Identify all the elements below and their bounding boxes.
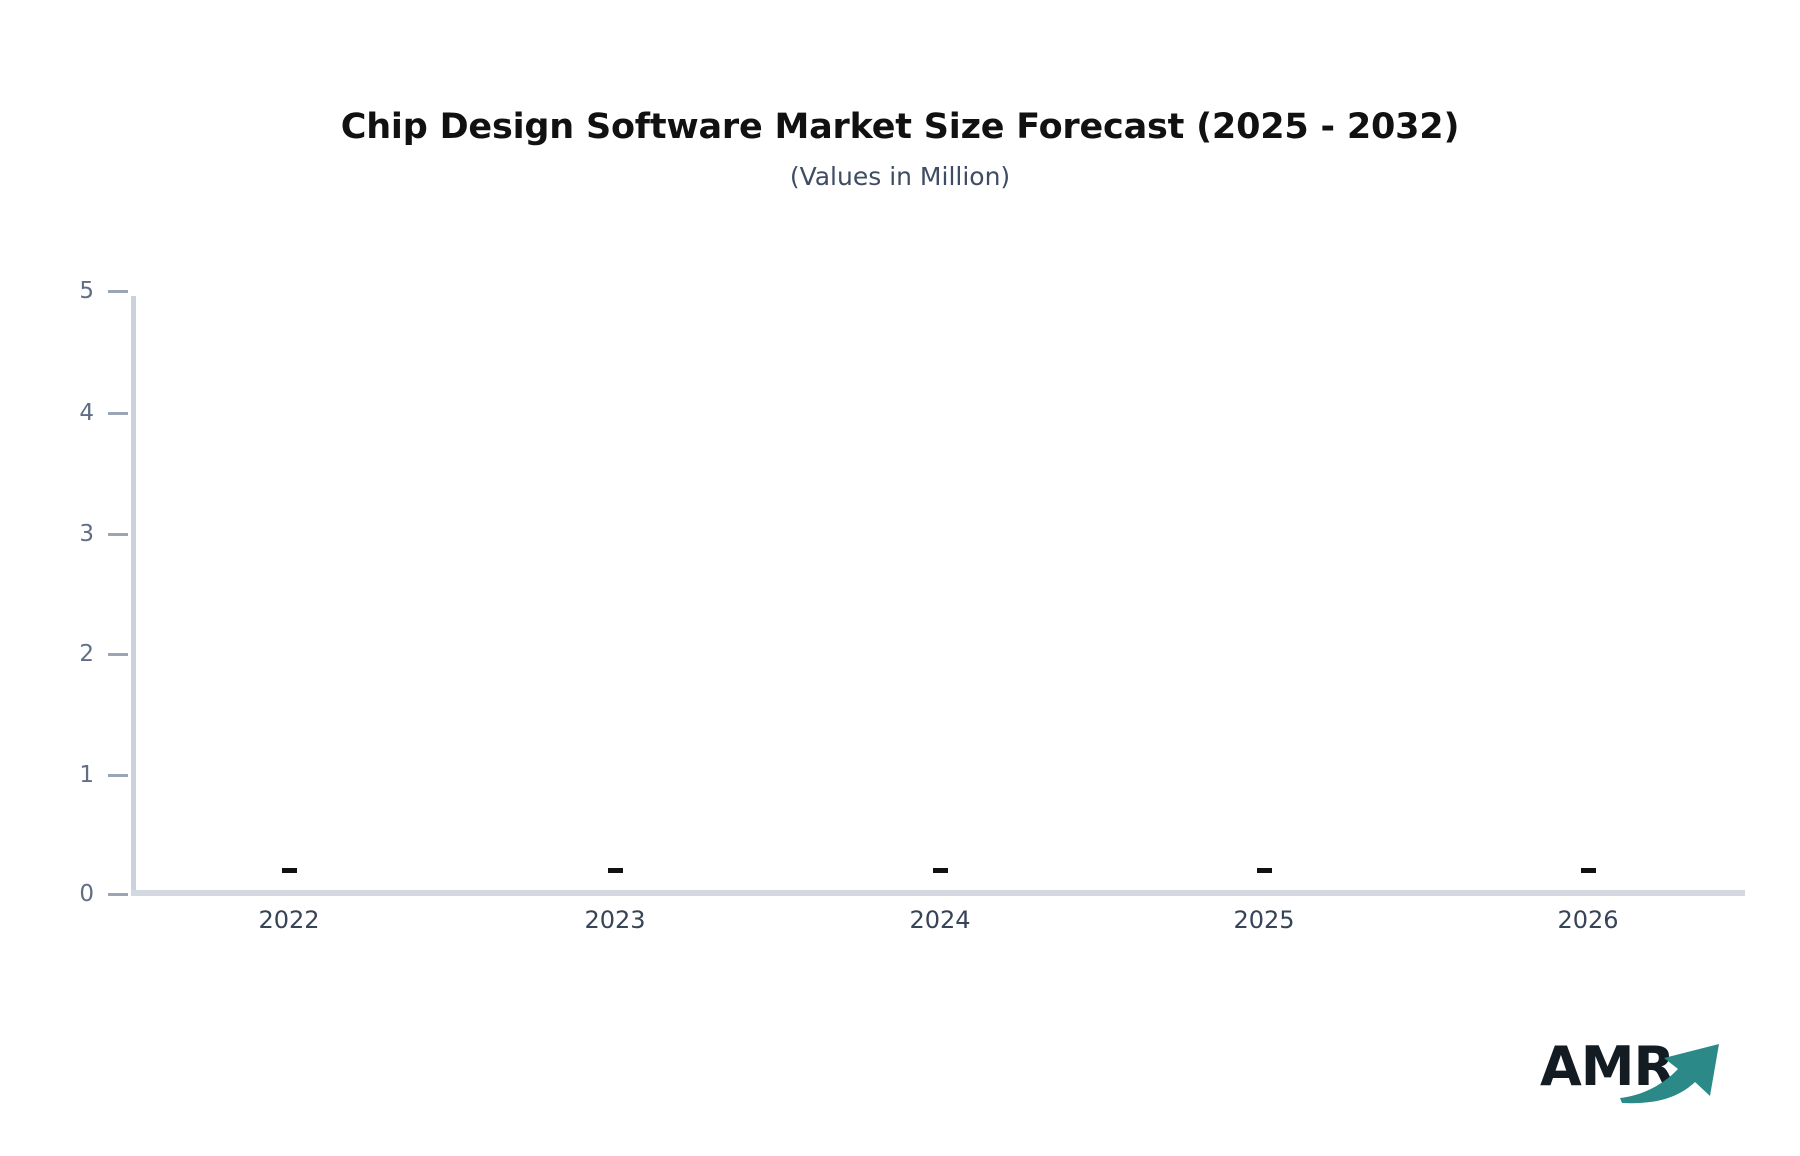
y-axis-tick-4: 4: [40, 400, 132, 426]
data-label-2023: [608, 868, 623, 873]
data-label-2022: [282, 868, 297, 873]
y-axis-tick-mark: [108, 773, 128, 777]
chart-title: Chip Design Software Market Size Forecas…: [340, 107, 1460, 147]
data-label-2024: [933, 868, 948, 873]
x-axis-label-2022: 2022: [258, 906, 320, 934]
y-axis-tick-label: 5: [79, 277, 94, 304]
y-axis-tick-mark: [108, 652, 128, 656]
y-axis-tick-5: 5: [40, 278, 132, 304]
y-axis-line: [131, 296, 136, 891]
y-axis-tick-mark: [108, 289, 128, 293]
y-axis-tick-1: 1: [40, 762, 132, 788]
y-axis-tick-mark: [108, 892, 128, 896]
y-axis-tick-2: 2: [40, 641, 132, 667]
y-axis-tick-label: 3: [79, 520, 94, 547]
x-axis-label-2023: 2023: [584, 906, 646, 934]
y-axis-tick-label: 4: [79, 399, 94, 426]
x-axis-label-2024: 2024: [909, 906, 971, 934]
x-axis-baseline: [131, 890, 1745, 896]
x-axis-label-2025: 2025: [1233, 906, 1295, 934]
data-label-2025: [1257, 868, 1272, 873]
x-axis-label-2026: 2026: [1557, 906, 1619, 934]
chart-header: Chip Design Software Market Size Forecas…: [0, 108, 1800, 190]
y-axis-tick-0: 0: [40, 881, 132, 907]
y-axis-tick-label: 2: [79, 640, 94, 667]
amr-logo-text: AMR: [1540, 1035, 1675, 1098]
y-axis-tick-mark: [108, 532, 128, 536]
y-axis-tick-mark: [108, 411, 128, 415]
growth-arrow-icon: [1620, 1044, 1719, 1104]
y-axis-tick-3: 3: [40, 521, 132, 547]
data-label-2026: [1581, 868, 1596, 873]
y-axis-tick-label: 1: [79, 761, 94, 788]
amr-logo: AMR: [1540, 1040, 1730, 1120]
chart-subtitle: (Values in Million): [789, 161, 1011, 191]
y-axis-tick-label: 0: [79, 880, 94, 907]
